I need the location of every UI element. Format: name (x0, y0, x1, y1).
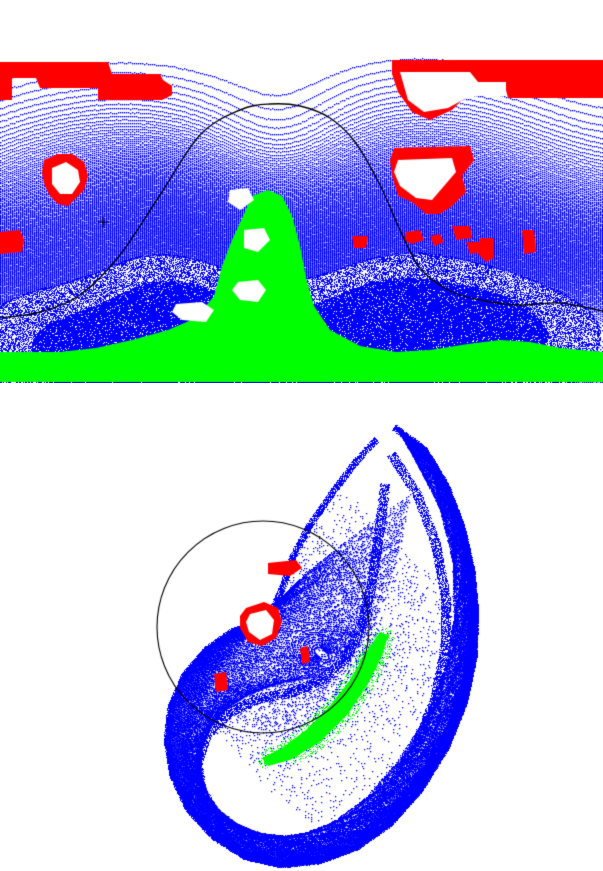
map-panel (0, 55, 603, 383)
map-projection-canvas (0, 55, 603, 383)
warped-projection-canvas (95, 418, 505, 871)
globe-panel (95, 418, 505, 871)
